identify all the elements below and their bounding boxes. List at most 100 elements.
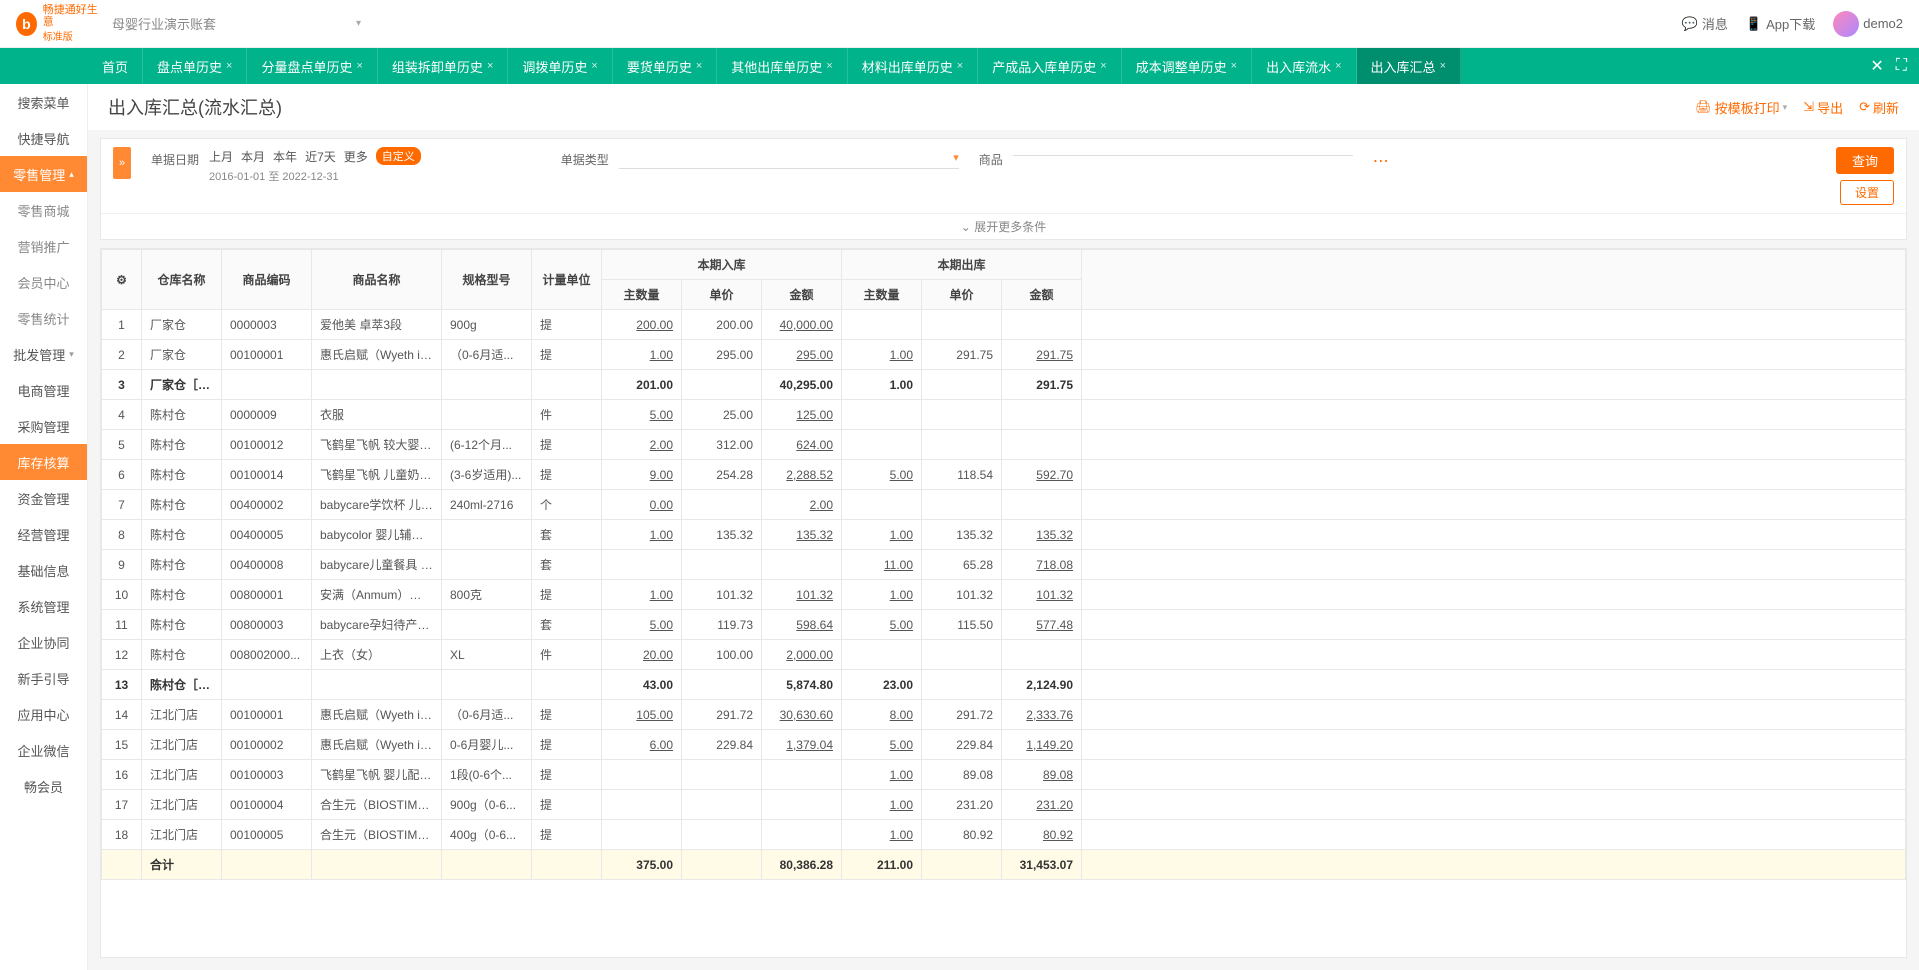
sidebar-item[interactable]: 系统管理 (0, 588, 87, 624)
cell-link[interactable]: 5.00 (890, 738, 913, 752)
sidebar-item[interactable]: 零售商城 (0, 192, 87, 228)
tab[interactable]: 出入库流水× (1252, 48, 1356, 84)
cell-link[interactable]: 2.00 (810, 498, 833, 512)
close-icon[interactable]: × (1335, 60, 1341, 72)
export-button[interactable]: ⇲ 导出 (1803, 98, 1843, 117)
close-icon[interactable]: × (356, 60, 362, 72)
cell-link[interactable]: 20.00 (643, 648, 673, 662)
expand-filters-button[interactable]: ⌄ 展开更多条件 (101, 213, 1906, 239)
close-icon[interactable]: × (1100, 60, 1106, 72)
cell-link[interactable]: 135.32 (1036, 528, 1073, 542)
cell-link[interactable]: 231.20 (1036, 798, 1073, 812)
sidebar-item[interactable]: 新手引导 (0, 660, 87, 696)
app-download-button[interactable]: 📱 App下载 (1746, 14, 1815, 33)
cell-link[interactable]: 1,149.20 (1026, 738, 1073, 752)
tab[interactable]: 调拨单历史× (508, 48, 612, 84)
tab[interactable]: 要货单历史× (613, 48, 717, 84)
print-button[interactable]: 🖨 按模板打印 ▾ (1695, 98, 1787, 117)
close-icon[interactable]: × (1440, 60, 1446, 72)
cell-link[interactable]: 80.92 (1043, 828, 1073, 842)
cell-link[interactable]: 1.00 (650, 588, 673, 602)
sidebar-item[interactable]: 畅会员 (0, 768, 87, 804)
tab[interactable]: 其他出库单历史× (717, 48, 847, 84)
cell-link[interactable]: 5.00 (890, 618, 913, 632)
cell-link[interactable]: 2,000.00 (786, 648, 833, 662)
cell-link[interactable]: 577.48 (1036, 618, 1073, 632)
product-select[interactable] (1013, 147, 1353, 156)
sidebar-item[interactable]: 搜索菜单 (0, 84, 87, 120)
cell-link[interactable]: 105.00 (636, 708, 673, 722)
sidebar-item[interactable]: 会员中心 (0, 264, 87, 300)
close-icon[interactable]: × (226, 60, 232, 72)
close-icon[interactable]: × (1231, 60, 1237, 72)
cell-link[interactable]: 5.00 (650, 618, 673, 632)
sidebar-item[interactable]: 电商管理 (0, 372, 87, 408)
cell-link[interactable]: 2,288.52 (786, 468, 833, 482)
tab[interactable]: 材料出库单历史× (848, 48, 978, 84)
close-icon[interactable]: × (591, 60, 597, 72)
sidebar-item[interactable]: 企业协同 (0, 624, 87, 660)
close-icon[interactable]: × (696, 60, 702, 72)
close-all-icon[interactable]: ✕ (1870, 56, 1883, 76)
cell-link[interactable]: 1.00 (890, 798, 913, 812)
sidebar-item[interactable]: 资金管理 (0, 480, 87, 516)
date-preset[interactable]: 上月 (209, 148, 233, 165)
type-select[interactable]: ▾ (619, 147, 959, 169)
cell-link[interactable]: 135.32 (796, 528, 833, 542)
cell-link[interactable]: 200.00 (636, 318, 673, 332)
tab[interactable]: 组装拆卸单历史× (378, 48, 508, 84)
messages-button[interactable]: 💬 消息 (1682, 14, 1728, 33)
close-icon[interactable]: × (826, 60, 832, 72)
tab[interactable]: 成本调整单历史× (1122, 48, 1252, 84)
tab[interactable]: 产成品入库单历史× (978, 48, 1121, 84)
cell-link[interactable]: 2,333.76 (1026, 708, 1073, 722)
cell-link[interactable]: 1.00 (890, 588, 913, 602)
sidebar-item[interactable]: 基础信息 (0, 552, 87, 588)
sidebar-item[interactable]: 企业微信 (0, 732, 87, 768)
tab[interactable]: 出入库汇总× (1357, 48, 1461, 84)
date-preset[interactable]: 近7天 (305, 148, 336, 165)
query-button[interactable]: 查询 (1836, 147, 1894, 174)
sidebar-item[interactable]: 应用中心 (0, 696, 87, 732)
cell-link[interactable]: 598.64 (796, 618, 833, 632)
cell-link[interactable]: 624.00 (796, 438, 833, 452)
settings-button[interactable]: 设置 (1840, 180, 1894, 205)
cell-link[interactable]: 6.00 (650, 738, 673, 752)
user-menu[interactable]: demo2 (1833, 11, 1903, 37)
cell-link[interactable]: 40,000.00 (780, 318, 833, 332)
cell-link[interactable]: 295.00 (796, 348, 833, 362)
cell-link[interactable]: 2.00 (650, 438, 673, 452)
sidebar-item[interactable]: 零售统计 (0, 300, 87, 336)
collapse-filter-button[interactable]: » (113, 147, 131, 179)
close-icon[interactable]: × (487, 60, 493, 72)
more-filters-button[interactable]: ⋯ (1373, 147, 1391, 171)
cell-link[interactable]: 9.00 (650, 468, 673, 482)
tab[interactable]: 分量盘点单历史× (247, 48, 377, 84)
cell-link[interactable]: 718.08 (1036, 558, 1073, 572)
tab[interactable]: 首页 (88, 48, 143, 84)
cell-link[interactable]: 5.00 (650, 408, 673, 422)
cell-link[interactable]: 1,379.04 (786, 738, 833, 752)
cell-link[interactable]: 101.32 (796, 588, 833, 602)
date-custom-tag[interactable]: 自定义 (376, 147, 421, 165)
fullscreen-icon[interactable]: ⛶ (1896, 57, 1907, 75)
sidebar-item[interactable]: 零售管理 (0, 156, 87, 192)
cell-link[interactable]: 89.08 (1043, 768, 1073, 782)
cell-link[interactable]: 5.00 (890, 468, 913, 482)
cell-link[interactable]: 1.00 (890, 348, 913, 362)
cell-link[interactable]: 0.00 (650, 498, 673, 512)
close-icon[interactable]: × (957, 60, 963, 72)
sidebar-item[interactable]: 快捷导航 (0, 120, 87, 156)
tab[interactable]: 盘点单历史× (143, 48, 247, 84)
sidebar-item[interactable]: 库存核算 (0, 444, 87, 480)
sidebar-item[interactable]: 批发管理 (0, 336, 87, 372)
cell-link[interactable]: 1.00 (890, 528, 913, 542)
cell-link[interactable]: 125.00 (796, 408, 833, 422)
sidebar-item[interactable]: 经营管理 (0, 516, 87, 552)
refresh-button[interactable]: ⟳ 刷新 (1859, 98, 1899, 117)
date-preset[interactable]: 更多 (344, 148, 368, 165)
date-preset[interactable]: 本月 (241, 148, 265, 165)
cell-link[interactable]: 592.70 (1036, 468, 1073, 482)
cell-link[interactable]: 1.00 (650, 348, 673, 362)
account-select[interactable]: 母婴行业演示账套 ▾ (112, 14, 361, 33)
